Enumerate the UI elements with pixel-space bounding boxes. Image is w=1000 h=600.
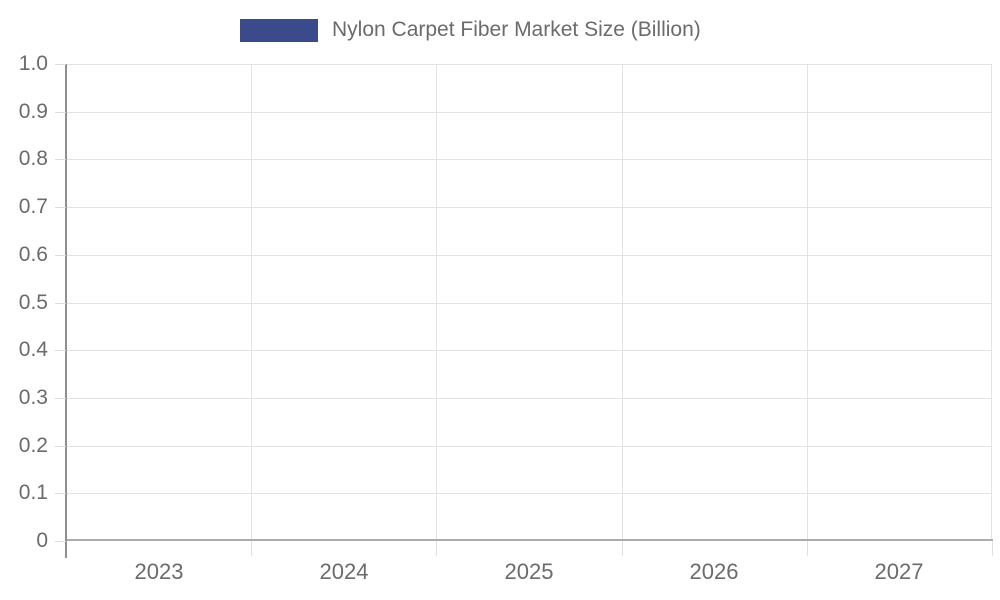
y-tick: [55, 112, 66, 113]
gridline-v: [807, 64, 808, 541]
gridline-h: [66, 350, 992, 351]
x-tick: [251, 541, 252, 556]
y-tick: [55, 303, 66, 304]
y-tick: [55, 493, 66, 494]
y-axis-label: 0.8: [18, 147, 48, 170]
y-axis-label: 0.5: [18, 291, 48, 314]
gridline-h: [66, 446, 992, 447]
y-axis-label: 0.2: [18, 434, 48, 457]
y-tick: [55, 446, 66, 447]
y-tick: [55, 207, 66, 208]
legend-label: Nylon Carpet Fiber Market Size (Billion): [332, 18, 701, 41]
y-tick: [55, 159, 66, 160]
y-axis-label: 0.3: [18, 386, 48, 409]
gridline-h: [66, 112, 992, 113]
y-tick: [55, 541, 66, 542]
y-tick: [55, 398, 66, 399]
x-axis-label: 2024: [319, 559, 369, 584]
x-axis-label: 2025: [504, 559, 554, 584]
x-axis-label: 2026: [689, 559, 739, 584]
legend-item[interactable]: Nylon Carpet Fiber Market Size (Billion): [240, 18, 701, 42]
gridline-v: [251, 64, 252, 541]
gridline-v: [622, 64, 623, 541]
gridline-v: [436, 64, 437, 541]
x-tick: [622, 541, 623, 556]
gridline-h: [66, 207, 992, 208]
gridline-h: [66, 64, 992, 65]
gridline-h: [66, 493, 992, 494]
gridline-h: [66, 255, 992, 256]
x-tick: [807, 541, 808, 556]
gridline-v: [991, 64, 992, 541]
legend-swatch: [240, 18, 318, 42]
y-axis-label: 0: [36, 529, 48, 552]
x-axis-line: [65, 539, 993, 541]
y-axis-label: 0.1: [18, 481, 48, 504]
y-tick: [55, 64, 66, 65]
gridline-h: [66, 398, 992, 399]
y-axis-label: 1.0: [18, 52, 48, 75]
plot-area: [66, 64, 992, 541]
y-axis-line: [65, 64, 67, 558]
x-tick: [992, 541, 993, 556]
y-axis-label: 0.9: [18, 100, 48, 123]
y-tick: [55, 255, 66, 256]
y-axis-label: 0.7: [18, 195, 48, 218]
y-tick: [55, 350, 66, 351]
gridline-h: [66, 159, 992, 160]
y-axis-label: 0.6: [18, 243, 48, 266]
x-axis-label: 2027: [874, 559, 924, 584]
x-tick: [436, 541, 437, 556]
gridline-h: [66, 303, 992, 304]
y-axis-label: 0.4: [18, 338, 48, 361]
x-axis-label: 2023: [134, 559, 184, 584]
